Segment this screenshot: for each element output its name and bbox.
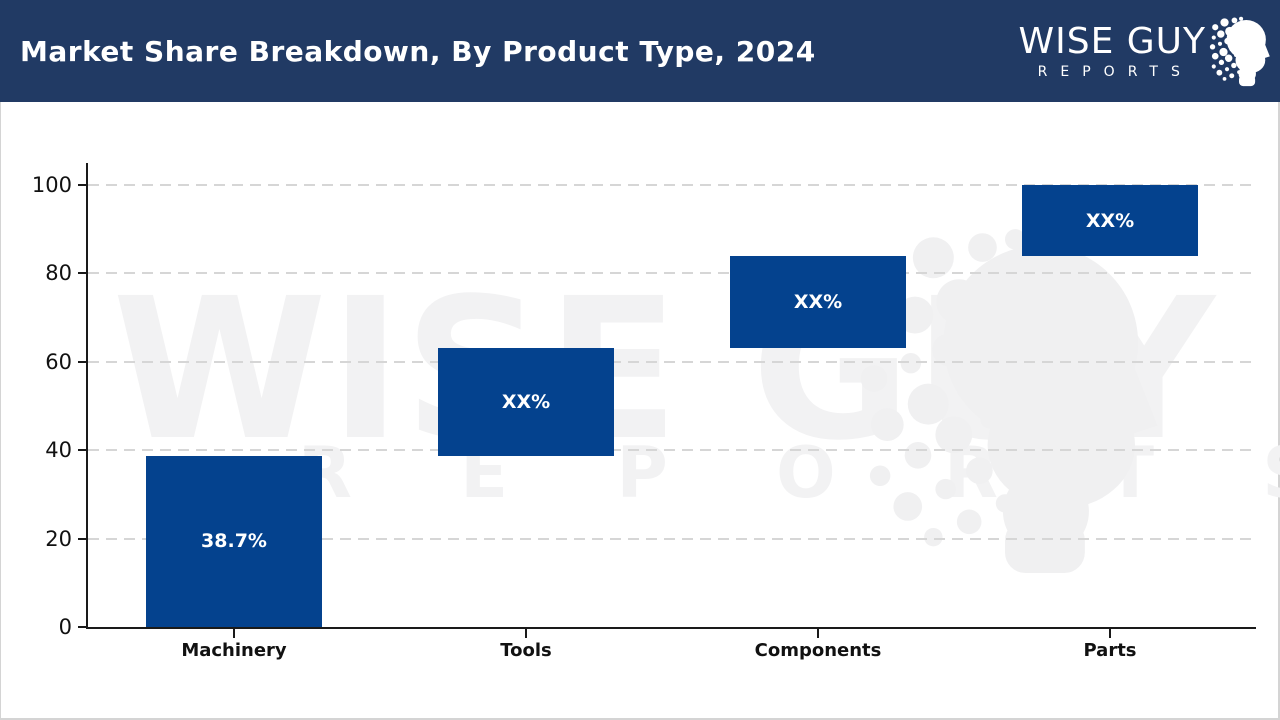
y-tickmark	[78, 360, 88, 363]
x-tickmark	[817, 629, 819, 638]
header-bar: Market Share Breakdown, By Product Type,…	[0, 0, 1280, 102]
bar-segment-components: XX%	[730, 256, 906, 348]
y-axis-tick-label: 40	[45, 438, 72, 463]
bar-segment-machinery: 38.7%	[146, 455, 322, 627]
bar-value-label: XX%	[1085, 209, 1135, 232]
wiseguy-logo-text: WISE GUY REPORTS	[1018, 20, 1207, 80]
x-axis-category-label: Components	[754, 640, 882, 661]
x-axis-category-label: Parts	[1083, 640, 1137, 661]
y-tickmark	[78, 184, 88, 186]
y-tickmark	[78, 272, 88, 275]
y-axis-spine	[86, 163, 88, 629]
y-axis-tick-label: 80	[45, 261, 72, 286]
y-axis-tick-label: 20	[45, 526, 72, 551]
gridline-y40	[88, 449, 1256, 452]
logo-wordmark: WISE GUY	[1018, 20, 1206, 62]
gridline-y60	[88, 360, 1256, 363]
y-tickmark	[78, 449, 88, 452]
y-axis-tick-label: 0	[58, 615, 72, 639]
x-tickmark	[525, 629, 527, 638]
x-axis-spine	[86, 627, 1256, 629]
x-axis-category-label: Tools	[500, 640, 552, 661]
wiseguy-face-watermark-icon	[860, 229, 1158, 573]
bar-segment-tools: XX%	[438, 347, 614, 456]
y-axis-tick-label: 60	[45, 349, 72, 374]
x-tickmark	[233, 629, 235, 638]
logo-subtitle: REPORTS	[1037, 63, 1193, 80]
gridline-y100	[88, 184, 1256, 186]
y-tickmark	[78, 626, 88, 628]
y-axis-tick-label: 100	[31, 173, 72, 197]
y-tickmark	[78, 537, 88, 540]
x-tickmark	[1109, 629, 1111, 638]
wiseguy-logo: WISE GUY REPORTS	[1019, 9, 1271, 93]
bar-value-label: XX%	[793, 290, 843, 313]
page-title: Market Share Breakdown, By Product Type,…	[20, 34, 816, 68]
bar-value-label: 38.7%	[201, 530, 267, 553]
gridline-y80	[88, 272, 1256, 275]
wiseguy-face-logo-icon	[1209, 16, 1270, 87]
x-axis-category-label: Machinery	[181, 640, 287, 661]
bar-value-label: XX%	[501, 390, 551, 413]
gridline-y20	[88, 537, 1256, 540]
bar-segment-parts: XX%	[1022, 185, 1198, 257]
